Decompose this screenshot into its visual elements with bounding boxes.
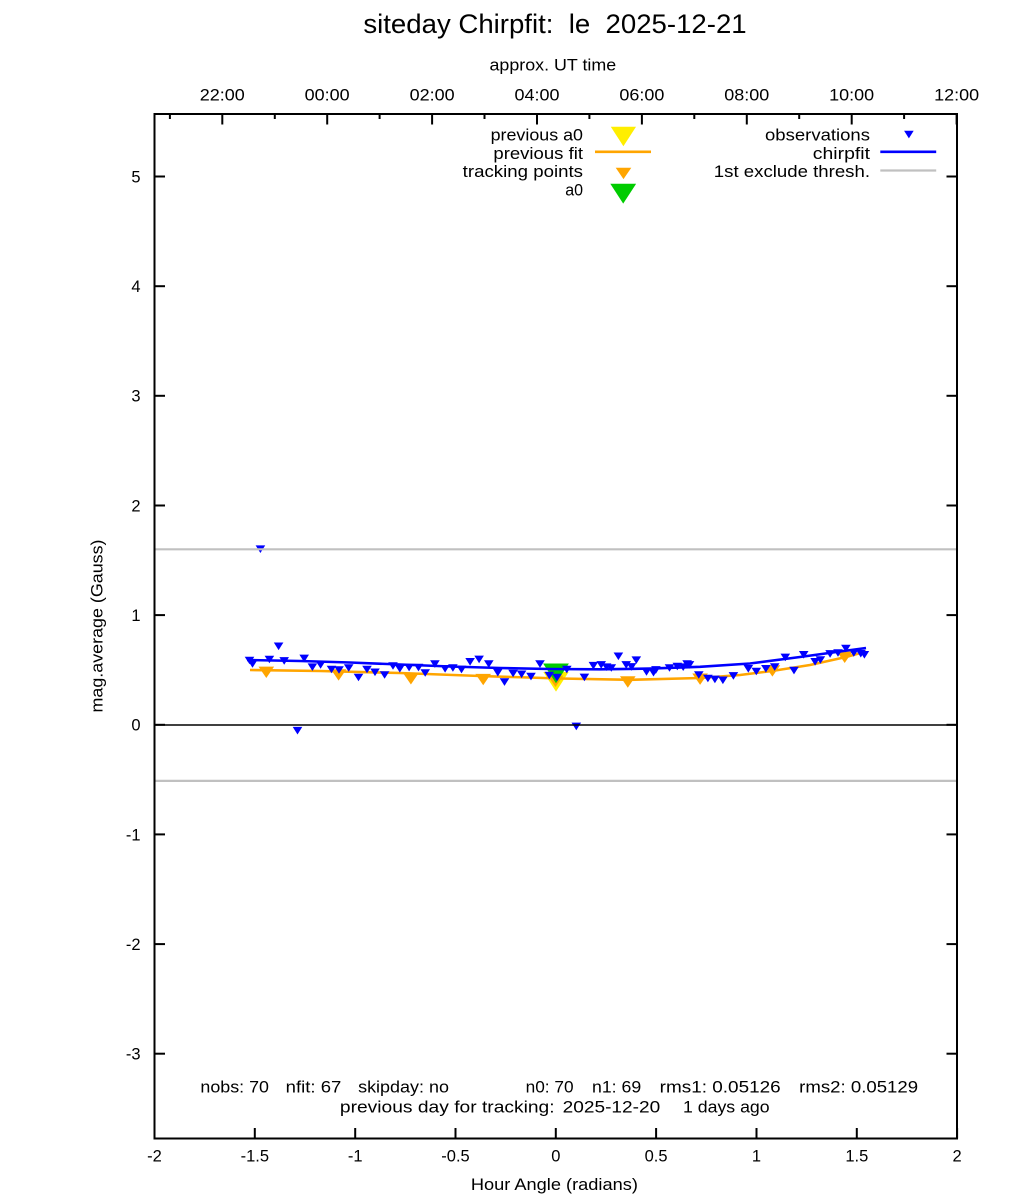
svg-text:10:00: 10:00 xyxy=(829,87,874,105)
svg-text:2: 2 xyxy=(131,497,140,515)
svg-text:3: 3 xyxy=(131,388,140,406)
svg-text:approx. UT time: approx. UT time xyxy=(490,57,617,75)
svg-text:-1.5: -1.5 xyxy=(241,1148,269,1166)
svg-text:-0.5: -0.5 xyxy=(441,1148,469,1166)
svg-text:previous a0: previous a0 xyxy=(491,127,583,145)
svg-text:-3: -3 xyxy=(126,1046,141,1064)
svg-text:06:00: 06:00 xyxy=(619,87,664,105)
svg-text:-2: -2 xyxy=(147,1148,162,1166)
svg-text:rms2: 0.05129: rms2: 0.05129 xyxy=(799,1078,918,1096)
svg-text:1: 1 xyxy=(131,607,140,625)
svg-text:a0: a0 xyxy=(565,181,583,199)
svg-text:mag.average (Gauss): mag.average (Gauss) xyxy=(89,540,107,713)
svg-text:n1: 69: n1: 69 xyxy=(592,1078,641,1096)
svg-text:1 days ago: 1 days ago xyxy=(683,1098,770,1116)
svg-text:nobs: 70: nobs: 70 xyxy=(200,1078,269,1096)
svg-text:previous fit: previous fit xyxy=(493,145,583,163)
svg-text:1: 1 xyxy=(752,1148,761,1166)
svg-text:02:00: 02:00 xyxy=(410,87,455,105)
svg-text:-1: -1 xyxy=(126,826,141,844)
svg-text:previous day for tracking:: previous day for tracking: xyxy=(340,1098,555,1116)
svg-text:tracking points: tracking points xyxy=(463,163,583,181)
svg-text:nfit: 67: nfit: 67 xyxy=(286,1078,342,1096)
svg-text:observations: observations xyxy=(765,127,870,145)
svg-text:rms1: 0.05126: rms1: 0.05126 xyxy=(660,1078,781,1096)
svg-text:-1: -1 xyxy=(348,1148,363,1166)
svg-text:0: 0 xyxy=(131,717,140,735)
svg-text:4: 4 xyxy=(131,278,140,296)
svg-text:2025-12-20: 2025-12-20 xyxy=(563,1098,661,1116)
svg-text:22:00: 22:00 xyxy=(200,87,245,105)
svg-text:1.5: 1.5 xyxy=(845,1148,868,1166)
svg-text:0: 0 xyxy=(551,1148,560,1166)
svg-text:04:00: 04:00 xyxy=(515,87,560,105)
svg-text:00:00: 00:00 xyxy=(305,87,350,105)
svg-text:0.5: 0.5 xyxy=(645,1148,668,1166)
svg-text:siteday Chirpfit: le 2025-12: siteday Chirpfit: le 2025-12-21 xyxy=(363,9,746,39)
svg-text:chirpfit: chirpfit xyxy=(813,145,871,163)
svg-text:n0: 70: n0: 70 xyxy=(526,1078,574,1096)
svg-text:skipday: no: skipday: no xyxy=(358,1078,449,1096)
svg-text:1st exclude thresh.: 1st exclude thresh. xyxy=(714,163,870,181)
svg-text:-2: -2 xyxy=(126,936,141,954)
svg-text:2: 2 xyxy=(953,1148,962,1166)
svg-text:08:00: 08:00 xyxy=(724,87,769,105)
svg-text:5: 5 xyxy=(131,168,140,186)
svg-text:12:00: 12:00 xyxy=(934,87,979,105)
svg-text:Hour Angle (radians): Hour Angle (radians) xyxy=(471,1176,638,1194)
